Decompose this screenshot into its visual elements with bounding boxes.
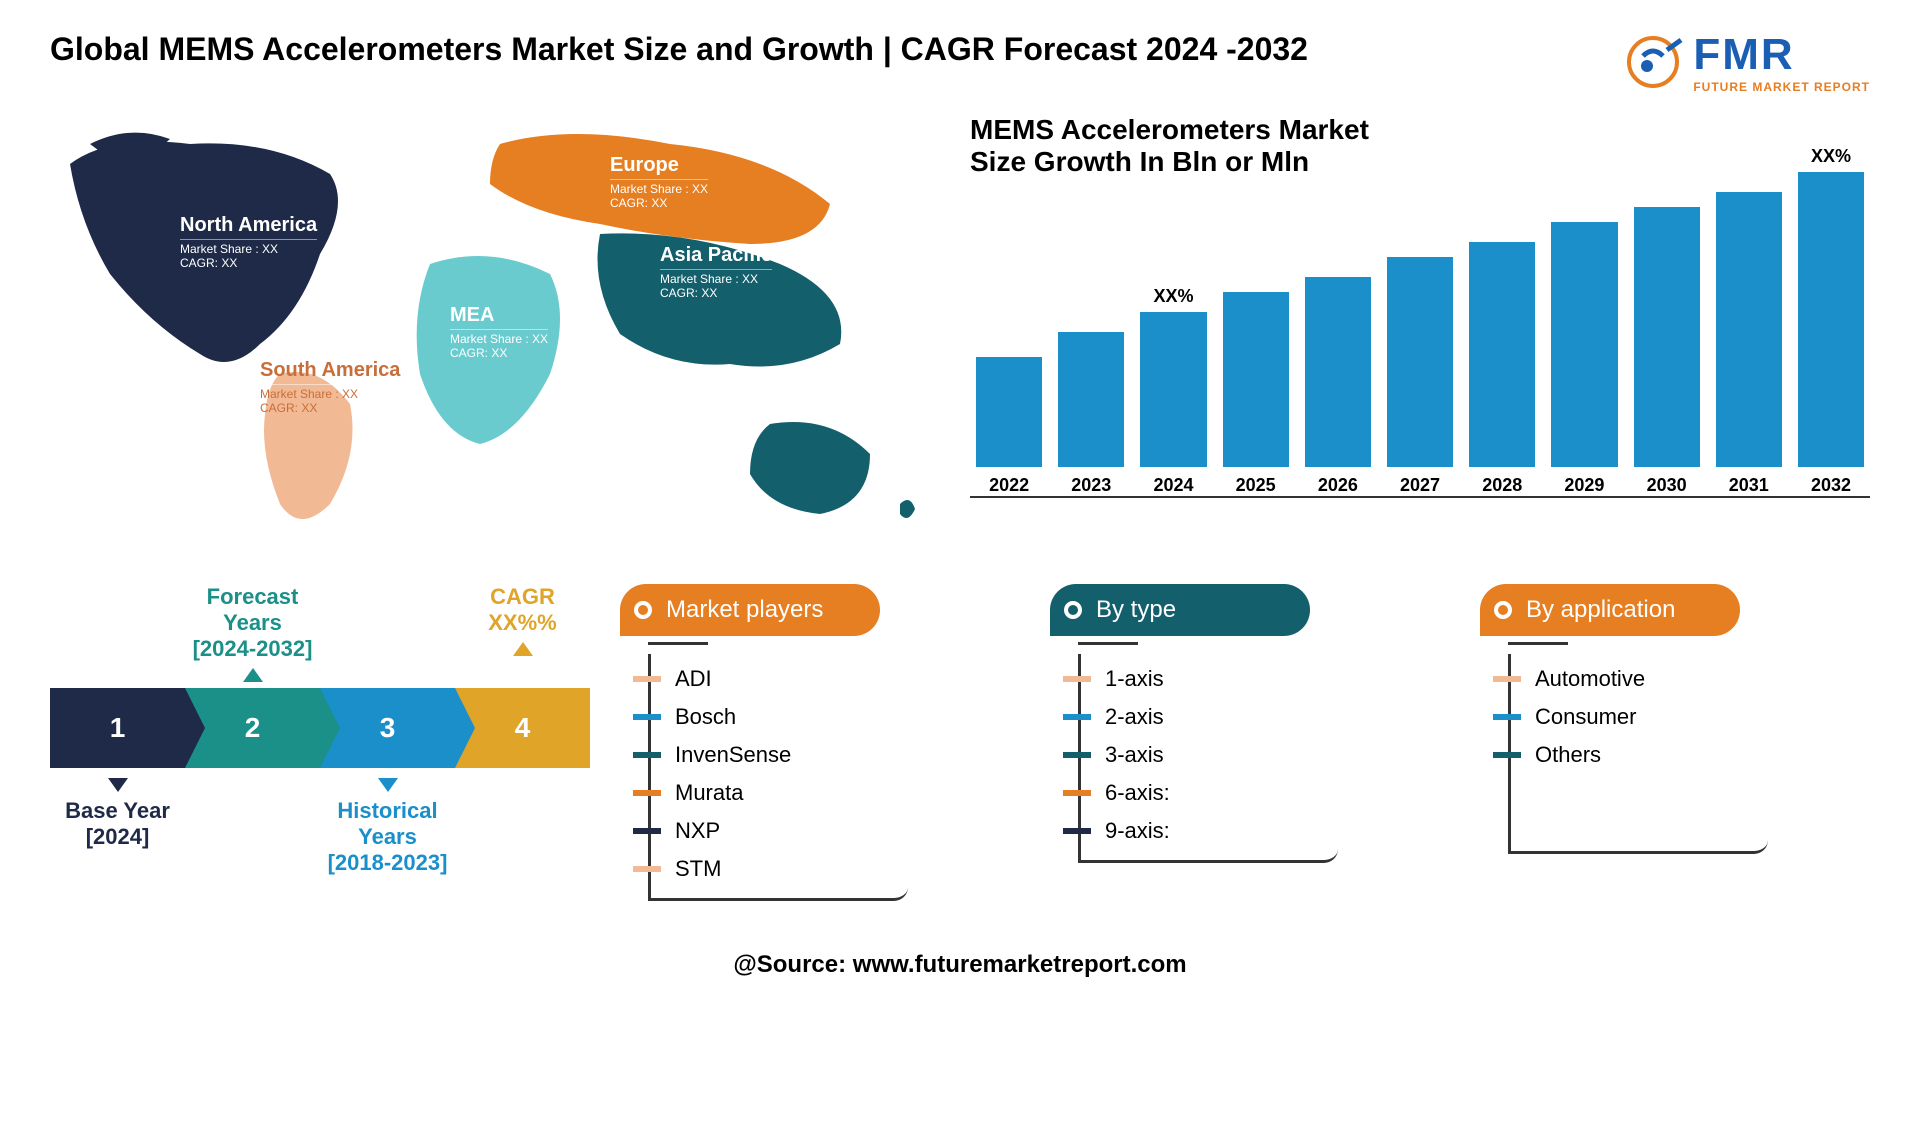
list-item: STM [633, 850, 908, 888]
source-text: @Source: www.futuremarketreport.com [50, 951, 1870, 979]
bar: 2031 [1716, 192, 1782, 496]
forecast-range: [2024-2032] [185, 636, 320, 662]
region-label: EuropeMarket Share : XXCAGR: XX [610, 154, 708, 210]
logo: FMR FUTURE MARKET REPORT [1623, 30, 1870, 94]
bar: XX%2024 [1140, 312, 1206, 496]
list-item: Automotive [1493, 660, 1768, 698]
logo-text: FMR [1693, 30, 1870, 80]
bar: 2023 [1058, 332, 1124, 496]
timeline-segment: 4 [455, 688, 590, 768]
bar: 2027 [1387, 257, 1453, 496]
list-item: ADI [633, 660, 908, 698]
cagr-value: XX%% [455, 610, 590, 636]
category-pill: By application [1480, 584, 1740, 636]
list-item: Others [1493, 736, 1768, 774]
bar: 2025 [1223, 292, 1289, 496]
list-item: 2-axis [1063, 698, 1338, 736]
region-label: Asia PacificMarket Share : XXCAGR: XX [660, 244, 772, 300]
list-item: 6-axis: [1063, 774, 1338, 812]
list-item: 1-axis [1063, 660, 1338, 698]
list-item: Consumer [1493, 698, 1768, 736]
category-column: By type 1-axis2-axis3-axis6-axis:9-axis: [1050, 584, 1440, 901]
cagr-label: CAGR [455, 584, 590, 610]
timeline-segment: 1 [50, 688, 185, 768]
bar: 2026 [1305, 277, 1371, 496]
base-label: Base Year [50, 798, 185, 824]
region-label: North AmericaMarket Share : XXCAGR: XX [180, 214, 317, 270]
bar: 2029 [1551, 222, 1617, 496]
category-pill: By type [1050, 584, 1310, 636]
list-item: Murata [633, 774, 908, 812]
bar: 2030 [1634, 207, 1700, 496]
category-column: Market players ADIBoschInvenSenseMurataNX… [620, 584, 1010, 901]
base-range: [2024] [50, 824, 185, 850]
logo-subtext: FUTURE MARKET REPORT [1693, 80, 1870, 94]
bar: 2022 [976, 357, 1042, 496]
world-map: North AmericaMarket Share : XXCAGR: XX So… [50, 114, 930, 534]
chart-title: MEMS Accelerometers Market Size Growth I… [970, 114, 1420, 178]
timeline-segment: 2 [185, 688, 320, 768]
bar: 2028 [1469, 242, 1535, 496]
page-title: Global MEMS Accelerometers Market Size a… [50, 30, 1308, 68]
hist-range: [2018-2023] [320, 850, 455, 876]
category-column: By application AutomotiveConsumerOthers [1480, 584, 1870, 901]
list-item: 3-axis [1063, 736, 1338, 774]
region-label: MEAMarket Share : XXCAGR: XX [450, 304, 548, 360]
list-item: InvenSense [633, 736, 908, 774]
bar: XX%2032 [1798, 172, 1864, 496]
forecast-label: Forecast Years [185, 584, 320, 636]
timeline-segment: 3 [320, 688, 455, 768]
category-pill: Market players [620, 584, 880, 636]
list-item: NXP [633, 812, 908, 850]
hist-label: Historical Years [320, 798, 455, 850]
bar-chart: MEMS Accelerometers Market Size Growth I… [970, 114, 1870, 534]
list-item: 9-axis: [1063, 812, 1338, 850]
logo-icon [1623, 32, 1683, 92]
timeline-panel: Forecast Years [2024-2032] CAGR XX%% 123… [50, 584, 590, 901]
list-item: Bosch [633, 698, 908, 736]
region-label: South AmericaMarket Share : XXCAGR: XX [260, 359, 400, 415]
